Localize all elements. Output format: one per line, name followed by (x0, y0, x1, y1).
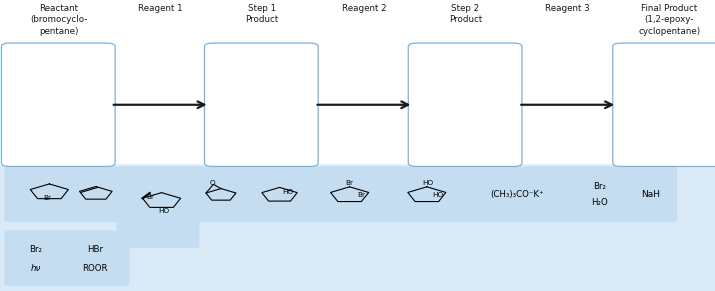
FancyBboxPatch shape (194, 166, 247, 222)
Text: NaH: NaH (641, 190, 660, 199)
Text: Reactant
(bromocyclo-
pentane): Reactant (bromocyclo- pentane) (30, 4, 87, 36)
Text: Br: Br (43, 195, 51, 201)
FancyBboxPatch shape (240, 166, 310, 222)
FancyBboxPatch shape (0, 164, 715, 291)
FancyBboxPatch shape (1, 43, 115, 166)
FancyBboxPatch shape (69, 166, 122, 222)
Text: HBr: HBr (87, 245, 103, 253)
FancyBboxPatch shape (382, 166, 465, 222)
Text: hν: hν (31, 264, 41, 273)
Text: Final Product
(1,2-epoxy-
cyclopentane): Final Product (1,2-epoxy- cyclopentane) (638, 4, 701, 36)
Text: HO: HO (432, 192, 443, 198)
Text: Br: Br (357, 192, 365, 198)
Text: Br: Br (146, 194, 154, 200)
Text: Reagent 2: Reagent 2 (342, 4, 386, 13)
FancyBboxPatch shape (61, 230, 129, 286)
Text: Step 1
Product: Step 1 Product (245, 4, 278, 24)
FancyBboxPatch shape (459, 166, 574, 222)
Text: Br₂: Br₂ (29, 245, 42, 253)
Text: O: O (209, 180, 214, 186)
FancyBboxPatch shape (568, 166, 631, 222)
Text: HO: HO (282, 189, 294, 195)
Text: HO: HO (422, 180, 433, 186)
FancyBboxPatch shape (408, 43, 522, 166)
FancyBboxPatch shape (4, 230, 67, 286)
FancyBboxPatch shape (624, 166, 677, 222)
FancyBboxPatch shape (117, 166, 199, 248)
FancyBboxPatch shape (4, 166, 77, 222)
Text: Step 2
Product: Step 2 Product (449, 4, 482, 24)
Text: H₂O: H₂O (591, 198, 608, 207)
FancyBboxPatch shape (613, 43, 715, 166)
Text: Br: Br (345, 180, 354, 186)
Text: Br₂: Br₂ (593, 182, 606, 191)
FancyBboxPatch shape (204, 43, 318, 166)
Text: ROOR: ROOR (82, 264, 108, 273)
Text: Reagent 1: Reagent 1 (138, 4, 182, 13)
FancyBboxPatch shape (305, 166, 388, 222)
Text: (CH₃)₃CO⁻K⁺: (CH₃)₃CO⁻K⁺ (490, 190, 543, 199)
Text: HO: HO (159, 208, 169, 214)
Text: Reagent 3: Reagent 3 (546, 4, 590, 13)
